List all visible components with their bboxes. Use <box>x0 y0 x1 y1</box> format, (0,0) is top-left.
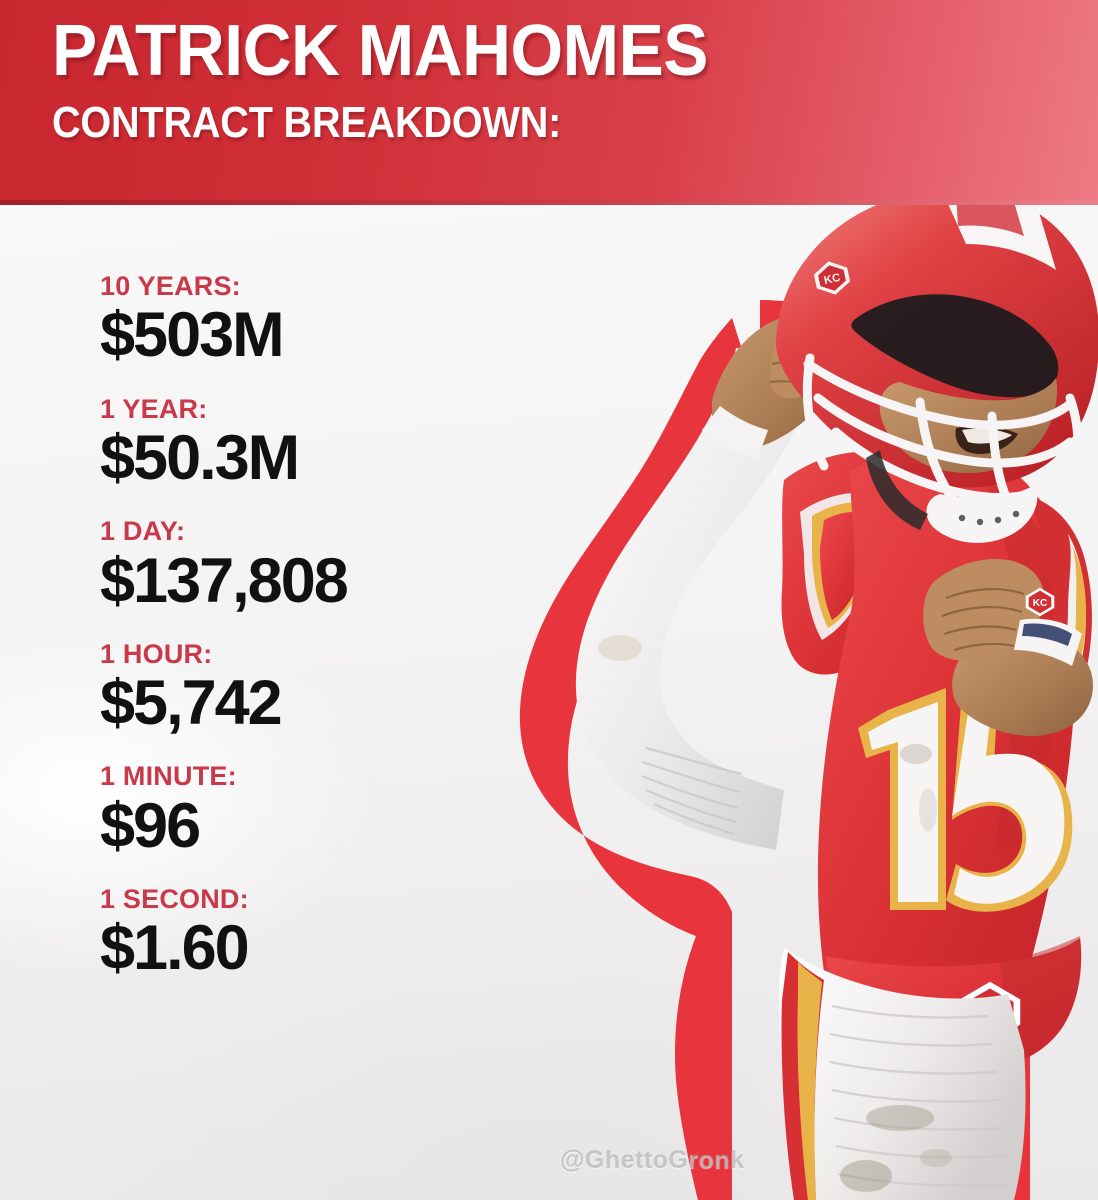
stat-label: 1 DAY: <box>100 516 186 547</box>
stat-label: 1 YEAR: <box>100 393 208 424</box>
stat-value: $96 <box>100 790 201 861</box>
stat-value: $503M <box>100 300 285 371</box>
list-item: 1 MINUTE: $96 <box>100 762 460 858</box>
header-band: PATRICK MAHOMES CONTRACT BREAKDOWN: <box>0 0 1098 205</box>
player-left-arm <box>575 348 816 850</box>
list-item: 1 HOUR: $5,742 <box>100 638 460 739</box>
svg-text:KC: KC <box>1033 598 1048 609</box>
svg-text:KC: KC <box>823 272 842 287</box>
kc-arrowhead-logo: KC <box>1025 587 1055 617</box>
list-item: 1 YEAR: $50.3M <box>100 393 460 493</box>
stat-value: $50.3M <box>100 422 300 493</box>
stat-value: $1.60 <box>100 913 250 984</box>
page-subtitle: CONTRACT BREAKDOWN: <box>52 97 562 147</box>
list-item: 1 SECOND: $1.60 <box>100 885 460 981</box>
player-pants <box>778 948 1026 1200</box>
list-item: 1 DAY: $137,808 <box>100 517 460 613</box>
player-image: KC KC <box>380 150 1098 1200</box>
list-item: 10 YEARS: $503M <box>100 272 460 368</box>
stat-value: $5,742 <box>100 668 283 739</box>
stat-label: 1 MINUTE: <box>100 761 237 792</box>
stat-label: 1 SECOND: <box>100 883 249 914</box>
player-right-arm: KC <box>923 496 1093 736</box>
stat-value: $137,808 <box>100 545 349 616</box>
stat-label: 1 HOUR: <box>100 638 213 669</box>
watermark-handle: @GhettoGronk <box>560 1146 745 1174</box>
jersey-number <box>858 688 1073 912</box>
page-title: PATRICK MAHOMES <box>52 11 708 91</box>
player-helmet: KC <box>776 184 1098 543</box>
kc-arrowhead-logo: KC <box>813 261 851 295</box>
contract-breakdown-list: 10 YEARS: $503M 1 YEAR: $50.3M 1 DAY: $1… <box>100 272 460 981</box>
stat-label: 10 YEARS: <box>100 271 241 301</box>
